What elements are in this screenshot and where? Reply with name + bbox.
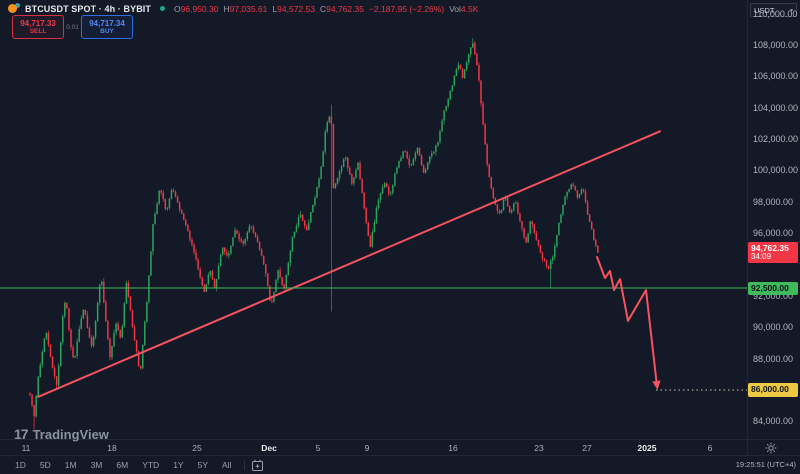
toolbar-divider [244, 460, 246, 470]
range-button-3m[interactable]: 3M [90, 460, 103, 470]
time-tick-label: Dec [261, 443, 277, 453]
gear-icon[interactable] [765, 442, 777, 454]
open-label: O [174, 3, 181, 14]
close-value: 94,762.35 [326, 3, 364, 14]
close-label: C [319, 3, 327, 14]
time-tick-label: 16 [448, 443, 458, 453]
buy-price: 94,717.34 [89, 18, 125, 28]
current-price-value: 94,762.35 [751, 243, 789, 254]
price-tick-label: 106,000.00 [753, 71, 799, 82]
range-button-6m[interactable]: 6M [116, 460, 129, 470]
price-tick-label: 92,000.00 [753, 290, 794, 301]
price-tick-label: 98,000.00 [753, 196, 794, 207]
sell-price: 94,717.33 [20, 18, 56, 28]
chevron-down-icon: ▾ [789, 7, 793, 14]
candlestick-chart-canvas[interactable] [0, 0, 747, 440]
market-status-icon [160, 6, 165, 11]
axis-separator-vertical [747, 0, 748, 455]
axis-separator-horizontal [0, 439, 800, 440]
price-tick-label: 102,000.00 [753, 134, 799, 145]
time-tick-label: 18 [107, 443, 117, 453]
price-tick-label: 90,000.00 [753, 322, 794, 333]
chart-legend: BTCUSDT SPOT · 4h · BYBIT O96,950.30 H97… [8, 3, 478, 14]
tradingview-logo-icon: 17 [14, 426, 29, 442]
range-button-ytd[interactable]: YTD [142, 460, 160, 470]
support-level-badge: 92,500.00 [748, 281, 798, 296]
price-tick-label: 100,000.00 [753, 165, 799, 176]
order-panel: 94,717.33 SELL 0.01 94,717.34 BUY [12, 15, 133, 39]
range-button-1m[interactable]: 1M [64, 460, 77, 470]
buy-button-label: BUY [100, 27, 114, 35]
low-value: 94,572.53 [277, 3, 315, 14]
time-tick-label: 5 [315, 443, 321, 453]
ohlc-readout: O96,950.30 H97,035.61 L94,572.53 C94,762… [174, 4, 478, 14]
range-button-1y[interactable]: 1Y [173, 460, 184, 470]
time-tick-label: 9 [364, 443, 370, 453]
clock-timezone[interactable]: 19:25:51 (UTC+4) [735, 460, 796, 469]
change-value: −2,187.95 (−2.26%) [368, 3, 445, 14]
toolbar-separator-horizontal [0, 455, 800, 456]
range-button-1d[interactable]: 1D [15, 460, 26, 470]
time-tick-label: 25 [192, 443, 202, 453]
time-tick-label: 23 [534, 443, 544, 453]
time-tick-label: 2025 [637, 443, 657, 453]
open-value: 96,950.30 [180, 3, 219, 14]
range-button-5d[interactable]: 5D [39, 460, 51, 470]
symbol-title[interactable]: BTCUSDT SPOT · 4h · BYBIT [25, 3, 151, 14]
volume-label: Vol [449, 3, 461, 14]
price-tick-label: 96,000.00 [753, 228, 794, 239]
price-tick-label: 88,000.00 [753, 353, 794, 364]
high-label: H [223, 3, 230, 14]
buy-button[interactable]: 94,717.34 BUY [81, 15, 133, 39]
bar-countdown: 34:09 [751, 252, 772, 262]
currency-unit-button[interactable]: USDT ▾ [750, 3, 797, 17]
currency-unit-label: USDT [754, 5, 775, 15]
low-label: L [272, 3, 278, 14]
tradingview-watermark: 17 TradingView [14, 426, 109, 442]
sell-button-label: SELL [29, 27, 47, 35]
range-button-5y[interactable]: 5Y [197, 460, 208, 470]
range-selector: 1D 5D 1M 3M 6M YTD 1Y 5Y All [8, 458, 238, 472]
time-axis[interactable]: 11 18 25 Dec 5 9 16 23 27 2025 6 [0, 440, 747, 455]
bottom-toolbar: 1D 5D 1M 3M 6M YTD 1Y 5Y All 19:25:51 (UTC+4) [0, 456, 800, 474]
time-tick-label: 6 [707, 443, 713, 453]
price-tick-label: 104,000.00 [753, 102, 799, 113]
time-tick-label: 27 [582, 443, 592, 453]
high-value: 97,035.61 [229, 3, 268, 14]
symbol-logo-icon [8, 3, 21, 14]
price-axis[interactable]: USDT ▾ 110,000.00 108,000.00 106,000.00 104… [748, 0, 800, 440]
current-price-badge: 94,762.35 34:09 [748, 242, 798, 264]
target-level-badge: 86,000.00 [748, 383, 798, 398]
price-tick-label: 84,000.00 [753, 416, 794, 427]
price-tick-label: 108,000.00 [753, 40, 799, 51]
time-tick-label: 11 [21, 443, 31, 453]
go-to-date-icon[interactable] [251, 459, 264, 472]
sell-button[interactable]: 94,717.33 SELL [12, 15, 64, 39]
tradingview-watermark-text: TradingView [32, 426, 109, 442]
range-button-all[interactable]: All [222, 460, 232, 470]
spread-value: 0.01 [66, 23, 79, 31]
volume-value: 4.5K [460, 3, 479, 14]
price-tick-label: 110,000.00 [753, 8, 798, 19]
